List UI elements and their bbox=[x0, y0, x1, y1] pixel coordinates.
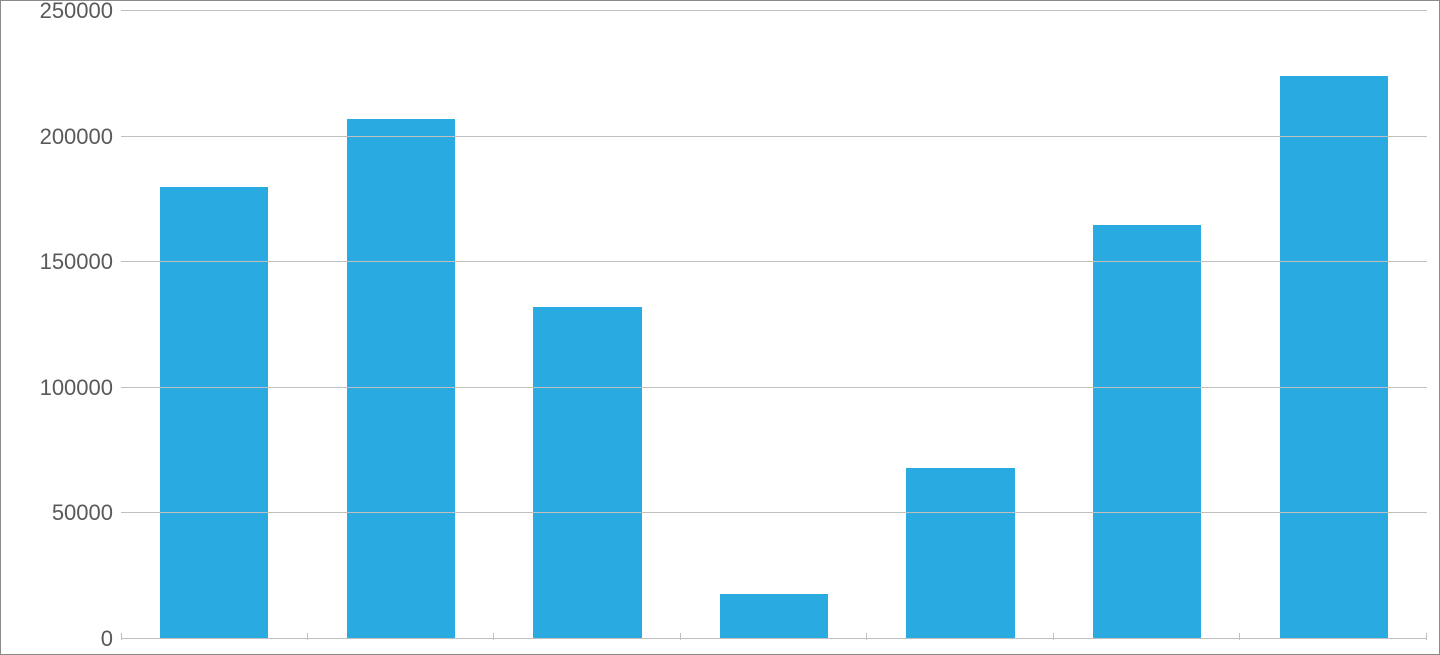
bar bbox=[160, 187, 268, 639]
bar-slot bbox=[308, 11, 495, 639]
bar bbox=[1280, 76, 1388, 639]
y-axis-label: 200000 bbox=[40, 124, 113, 150]
bar-slot bbox=[494, 11, 681, 639]
y-axis-label: 250000 bbox=[40, 0, 113, 24]
bar-slot bbox=[681, 11, 868, 639]
gridline bbox=[121, 10, 1427, 11]
gridline bbox=[121, 638, 1427, 639]
gridline bbox=[121, 136, 1427, 137]
gridline bbox=[121, 512, 1427, 513]
bar-slot bbox=[121, 11, 308, 639]
gridline bbox=[121, 387, 1427, 388]
bar bbox=[720, 594, 828, 639]
bar-slot bbox=[867, 11, 1054, 639]
bar-slot bbox=[1054, 11, 1241, 639]
bar bbox=[533, 307, 641, 639]
y-axis-label: 100000 bbox=[40, 375, 113, 401]
chart-frame: 0 50000 100000 150000 200000 250000 bbox=[0, 0, 1440, 655]
bars-container bbox=[121, 11, 1427, 639]
x-tick bbox=[121, 633, 122, 640]
y-axis-label: 50000 bbox=[52, 500, 113, 526]
y-axis-label: 0 bbox=[101, 626, 113, 652]
bar-slot bbox=[1240, 11, 1427, 639]
y-axis-label: 150000 bbox=[40, 249, 113, 275]
plot-area: 050000100000150000200000250000 bbox=[121, 11, 1427, 639]
bar bbox=[347, 119, 455, 639]
bar bbox=[906, 468, 1014, 639]
gridline bbox=[121, 261, 1427, 262]
bar bbox=[1093, 225, 1201, 639]
